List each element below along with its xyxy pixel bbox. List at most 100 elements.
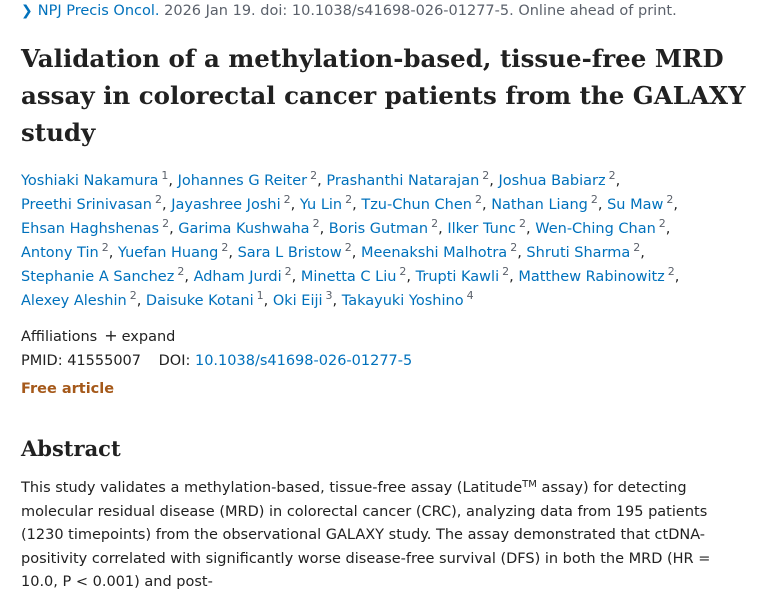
- author-item: Matthew Rabinowitz 2,: [518, 266, 680, 285]
- author-name-link[interactable]: Su Maw: [607, 197, 664, 213]
- author-name-link[interactable]: Yu Lin: [299, 197, 343, 213]
- author-name-link[interactable]: Prashanthi Natarajan: [326, 173, 480, 189]
- author-name-link[interactable]: Johannes G Reiter: [177, 173, 308, 189]
- author-affiliation-number[interactable]: 2: [633, 241, 641, 254]
- author-item: Joshua Babiarz 2,: [498, 170, 621, 189]
- author-name-link[interactable]: Ehsan Haghshenas: [21, 221, 160, 237]
- author-affiliation-number[interactable]: 2: [608, 169, 616, 182]
- author-affiliation-number[interactable]: 2: [312, 217, 320, 230]
- author-item: Stephanie A Sanchez 2,: [21, 266, 189, 285]
- doi-link[interactable]: 10.1038/s41698-026-01277-5: [194, 353, 413, 369]
- author-separator: ,: [162, 197, 167, 213]
- affiliations-label: Affiliations: [21, 329, 98, 345]
- author-name-link[interactable]: Adham Jurdi: [193, 269, 282, 285]
- author-affiliation-number[interactable]: 2: [510, 241, 518, 254]
- author-item: Johannes G Reiter 2,: [177, 170, 322, 189]
- author-affiliation-number[interactable]: 2: [310, 169, 318, 182]
- author-affiliation-number[interactable]: 1: [256, 289, 264, 302]
- author-affiliation-number[interactable]: 2: [658, 217, 666, 230]
- identifiers-row: PMID: 41555007 DOI: 10.1038/s41698-026-0…: [21, 353, 412, 369]
- author-name-link[interactable]: Alexey Aleshin: [21, 293, 127, 309]
- author-name-link[interactable]: Matthew Rabinowitz: [518, 269, 665, 285]
- abstract-heading-text: Abstract: [21, 436, 121, 461]
- author-separator: ,: [136, 293, 142, 309]
- author-affiliation-number[interactable]: 2: [519, 217, 526, 230]
- author-affiliation-number[interactable]: 2: [284, 265, 292, 278]
- author-item: Wen-Ching Chan 2,: [535, 218, 671, 237]
- author-name-link[interactable]: Ilker Tunc: [447, 221, 516, 237]
- expand-affiliations-button[interactable]: expand: [121, 329, 176, 345]
- author-name-link[interactable]: Wen-Ching Chan: [535, 221, 656, 237]
- author-separator: ,: [674, 269, 680, 285]
- author-affiliation-number[interactable]: 2: [482, 169, 490, 182]
- author-affiliation-number[interactable]: 2: [502, 265, 510, 278]
- author-name-link[interactable]: Preethi Srinivasan: [21, 197, 152, 213]
- abstract-part-2: assay) for detecting molecular residual …: [21, 480, 711, 590]
- author-affiliation-number[interactable]: 2: [221, 241, 229, 254]
- author-name-link[interactable]: Shruti Sharma: [526, 245, 631, 261]
- author-name-link[interactable]: Yuefan Huang: [117, 245, 219, 261]
- author-name-link[interactable]: Tzu-Chun Chen: [361, 197, 472, 213]
- abstract-text: This study validates a methylation-based…: [21, 477, 741, 595]
- author-item: Nathan Liang 2,: [491, 194, 602, 213]
- author-name-link[interactable]: Nathan Liang: [491, 197, 588, 213]
- author-name-link[interactable]: Oki Eiji: [272, 293, 323, 309]
- author-separator: ,: [438, 221, 443, 237]
- author-item: Prashanthi Natarajan 2,: [326, 170, 494, 189]
- author-name-link[interactable]: Joshua Babiarz: [498, 173, 606, 189]
- author-affiliation-number[interactable]: 2: [344, 241, 352, 254]
- author-separator: ,: [184, 269, 189, 285]
- author-separator: ,: [509, 269, 514, 285]
- author-affiliation-number[interactable]: 2: [283, 193, 291, 206]
- author-separator: ,: [640, 245, 645, 261]
- chevron-right-icon[interactable]: ❯: [21, 3, 33, 19]
- author-item: Alexey Aleshin 2,: [21, 290, 142, 309]
- author-name-link[interactable]: Meenakshi Malhotra: [360, 245, 508, 261]
- author-affiliation-number[interactable]: 2: [667, 265, 675, 278]
- author-item: Yu Lin 2,: [299, 194, 357, 213]
- author-separator: ,: [351, 245, 357, 261]
- pmid-value: 41555007: [67, 353, 142, 369]
- author-item: Su Maw 2,: [607, 194, 678, 213]
- author-item: Antony Tin 2,: [21, 242, 113, 261]
- author-name-link[interactable]: Daisuke Kotani: [145, 293, 254, 309]
- author-separator: ,: [489, 173, 494, 189]
- author-affiliation-number[interactable]: 4: [466, 289, 474, 302]
- plus-icon[interactable]: +: [104, 326, 118, 345]
- author-affiliation-number[interactable]: 3: [325, 289, 333, 302]
- author-name-link[interactable]: Jayashree Joshi: [171, 197, 281, 213]
- author-name-link[interactable]: Sara L Bristow: [237, 245, 342, 261]
- author-name-link[interactable]: Yoshiaki Nakamura: [21, 173, 159, 189]
- author-name-link[interactable]: Takayuki Yoshino: [341, 293, 464, 309]
- author-name-link[interactable]: Stephanie A Sanchez: [21, 269, 175, 285]
- author-affiliation-number[interactable]: 2: [155, 193, 162, 206]
- author-item: Ehsan Haghshenas 2,: [21, 218, 174, 237]
- author-name-link[interactable]: Boris Gutman: [328, 221, 429, 237]
- author-affiliation-number[interactable]: 2: [345, 193, 353, 206]
- author-separator: ,: [526, 221, 531, 237]
- journal-link[interactable]: NPJ Precis Oncol.: [37, 3, 160, 19]
- author-affiliation-number[interactable]: 2: [162, 217, 170, 230]
- author-affiliation-number[interactable]: 2: [666, 193, 674, 206]
- author-affiliation-number[interactable]: 2: [474, 193, 482, 206]
- author-separator: ,: [263, 293, 269, 309]
- author-affiliation-number[interactable]: 2: [431, 217, 439, 230]
- author-name-link[interactable]: Antony Tin: [21, 245, 99, 261]
- author-affiliation-number[interactable]: 2: [101, 241, 109, 254]
- author-affiliation-number[interactable]: 2: [399, 265, 407, 278]
- author-item: Adham Jurdi 2,: [193, 266, 297, 285]
- author-affiliation-number[interactable]: 2: [590, 193, 598, 206]
- author-name-link[interactable]: Minetta C Liu: [300, 269, 397, 285]
- author-name-link[interactable]: Trupti Kawli: [415, 269, 500, 285]
- author-item: Preethi Srinivasan 2,: [21, 194, 167, 213]
- author-item: Oki Eiji 3,: [272, 290, 338, 309]
- author-item: Jayashree Joshi 2,: [171, 194, 295, 213]
- author-separator: ,: [665, 221, 671, 237]
- trademark-superscript: TM: [522, 479, 537, 490]
- author-affiliation-number[interactable]: 2: [129, 289, 137, 302]
- author-name-link[interactable]: Garima Kushwaha: [178, 221, 310, 237]
- author-separator: ,: [169, 221, 174, 237]
- author-separator: ,: [332, 293, 338, 309]
- author-affiliation-number[interactable]: 1: [161, 169, 169, 182]
- author-affiliation-number[interactable]: 2: [177, 265, 185, 278]
